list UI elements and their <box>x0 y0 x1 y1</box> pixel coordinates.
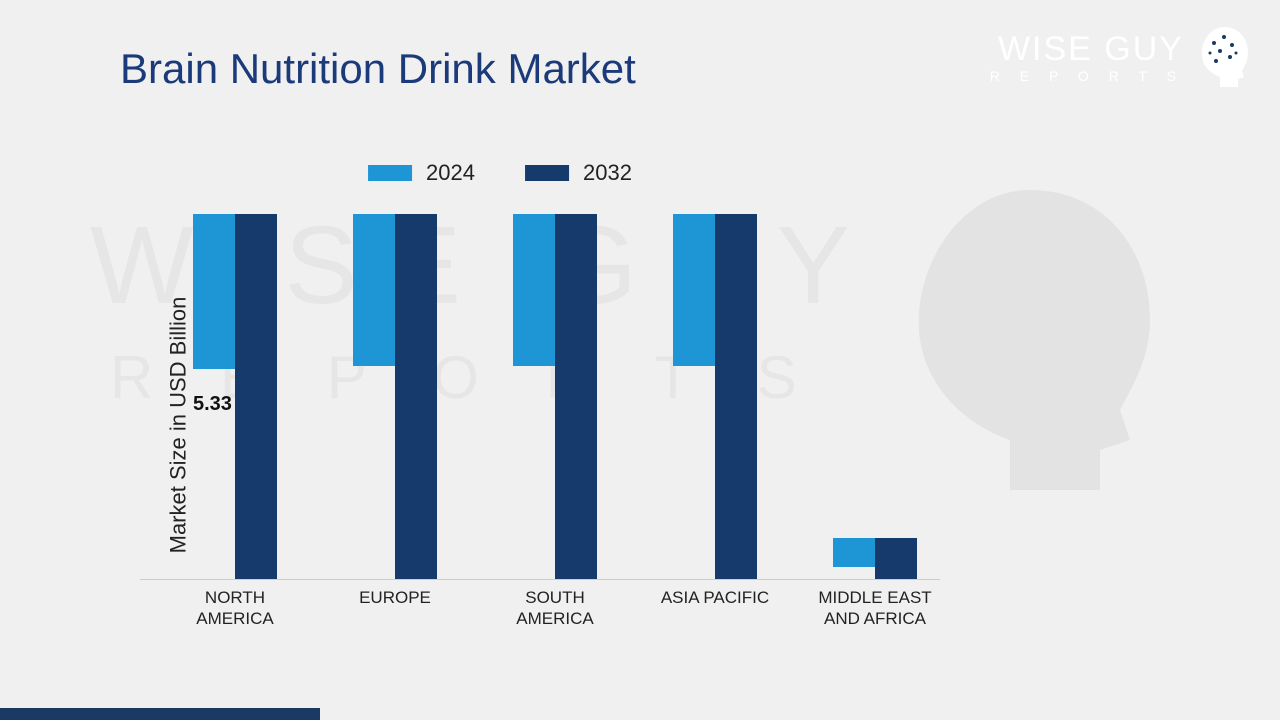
bar-2032 <box>875 538 917 579</box>
logo-sub-text: R E P O R T S <box>990 68 1184 84</box>
bar-2032 <box>235 214 277 579</box>
bar-2024 <box>673 214 715 366</box>
bar-group: NORTH AMERICA <box>175 214 295 579</box>
bar-group: EUROPE <box>335 214 455 579</box>
bottom-accent-bar <box>0 708 320 720</box>
bar-2032 <box>715 214 757 579</box>
bar-2024 <box>833 538 875 567</box>
brand-logo: WISE GUY R E P O R T S <box>990 25 1250 91</box>
x-axis-label: EUROPE <box>325 587 465 608</box>
bar-2024 <box>513 214 555 366</box>
legend-label-2032: 2032 <box>583 160 632 186</box>
legend-swatch-2024 <box>368 165 412 181</box>
bar-group: MIDDLE EAST AND AFRICA <box>815 538 935 579</box>
plot-region: 5.33 NORTH AMERICAEUROPESOUTH AMERICAASI… <box>140 200 940 580</box>
bar-2024 <box>193 214 235 370</box>
chart-legend: 2024 2032 <box>368 160 632 186</box>
bar-2024 <box>353 214 395 366</box>
bar-2032 <box>555 214 597 579</box>
legend-item-2032: 2032 <box>525 160 632 186</box>
x-axis-label: MIDDLE EAST AND AFRICA <box>805 587 945 630</box>
head-icon <box>1194 25 1250 91</box>
legend-swatch-2032 <box>525 165 569 181</box>
legend-item-2024: 2024 <box>368 160 475 186</box>
bar-group: SOUTH AMERICA <box>495 214 615 579</box>
page-root: WISE GUY R E P O R T S Brain Nutrition D… <box>0 0 1280 720</box>
x-axis-label: ASIA PACIFIC <box>645 587 785 608</box>
x-axis-label: SOUTH AMERICA <box>485 587 625 630</box>
x-axis-label: NORTH AMERICA <box>165 587 305 630</box>
bar-group: ASIA PACIFIC <box>655 214 775 579</box>
chart-area: Market Size in USD Billion 2024 2032 5.3… <box>60 160 940 690</box>
logo-main-text: WISE GUY <box>990 32 1184 66</box>
legend-label-2024: 2024 <box>426 160 475 186</box>
bar-2032 <box>395 214 437 579</box>
chart-title: Brain Nutrition Drink Market <box>120 45 636 93</box>
